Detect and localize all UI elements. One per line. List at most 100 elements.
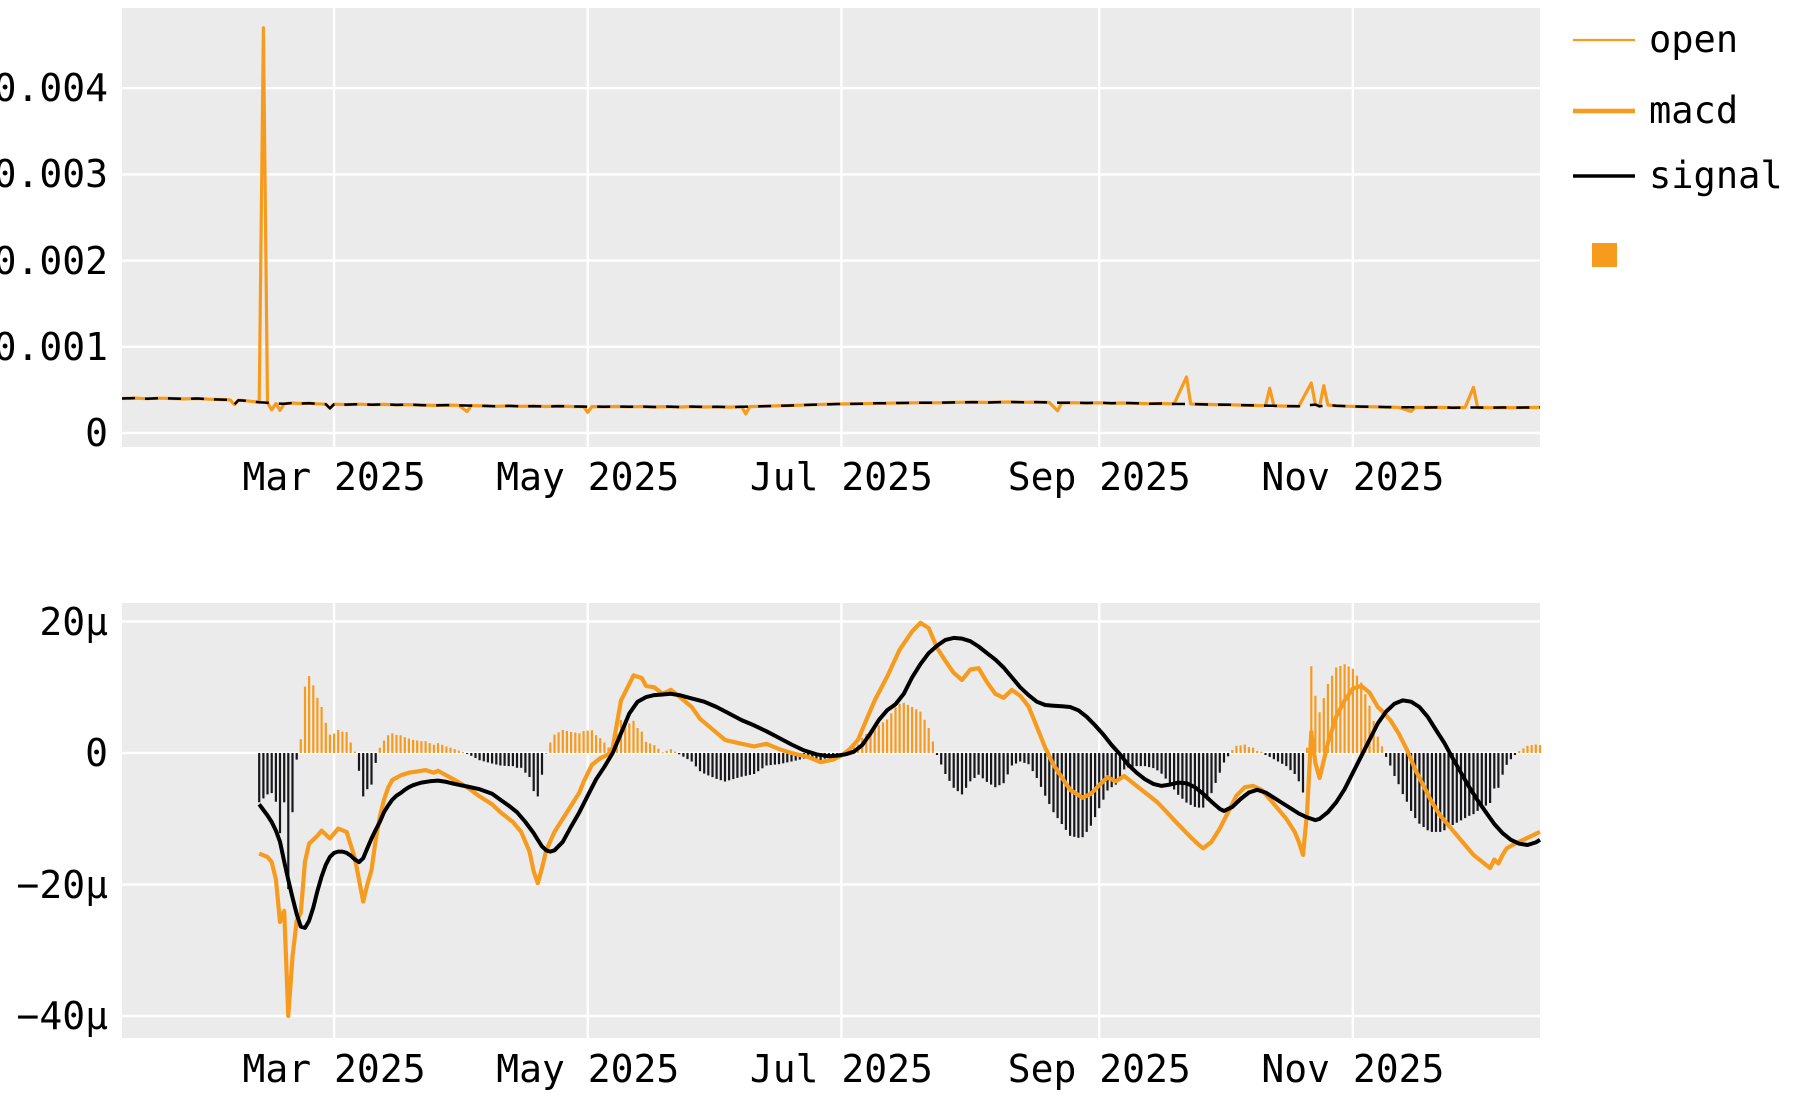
histogram-bar <box>1385 753 1388 757</box>
histogram-bar <box>757 753 760 772</box>
histogram-bar <box>1247 747 1250 753</box>
histogram-bar <box>349 742 352 753</box>
histogram-bar <box>790 753 793 762</box>
histogram-bar <box>1064 753 1067 830</box>
histogram-bar <box>299 739 302 753</box>
histogram-bar <box>873 726 876 753</box>
histogram-bar <box>1094 753 1097 818</box>
histogram-bar <box>1314 695 1317 753</box>
histogram-bar <box>328 734 331 753</box>
histogram-bar <box>258 753 261 803</box>
histogram-bar <box>698 753 702 772</box>
histogram-bar <box>570 732 573 753</box>
histogram-bar <box>956 753 959 792</box>
histogram-bar <box>674 751 677 753</box>
histogram-bar <box>649 743 652 753</box>
histogram-bar <box>665 750 668 753</box>
histogram-bar <box>1152 753 1155 769</box>
histogram-bar <box>1243 744 1246 753</box>
histogram-bar <box>678 753 681 755</box>
histogram-bar <box>703 753 706 774</box>
histogram-bar <box>1081 753 1084 838</box>
histogram-bar <box>1276 753 1280 762</box>
histogram-bar <box>416 740 419 753</box>
histogram-bar <box>1268 753 1271 757</box>
histogram-bar <box>919 711 922 753</box>
histogram-bar <box>1434 753 1438 832</box>
histogram-bar <box>395 734 398 753</box>
histogram-bar <box>528 753 531 777</box>
histogram-bar <box>540 753 544 775</box>
histogram-bar <box>965 753 968 788</box>
histogram-bar <box>1272 753 1275 760</box>
histogram-bar <box>902 702 905 753</box>
histogram-bar <box>1301 753 1305 793</box>
price-x-tick-label: Nov 2025 <box>1261 455 1445 499</box>
histogram-bar <box>1451 753 1454 825</box>
histogram-bar <box>499 753 502 766</box>
histogram-bar <box>877 725 880 753</box>
histogram-bar <box>486 753 489 763</box>
histogram-bar <box>1538 745 1542 753</box>
histogram-bar <box>1393 753 1396 776</box>
histogram-bar <box>740 753 743 777</box>
histogram-bar <box>1414 753 1417 819</box>
histogram-bar <box>744 753 747 776</box>
histogram-bar <box>1430 753 1433 832</box>
histogram-bar <box>1472 753 1475 815</box>
histogram-bar <box>711 753 714 778</box>
histogram-bar <box>782 753 785 764</box>
macd-x-tick-label: Nov 2025 <box>1261 1047 1445 1091</box>
histogram-bar <box>1459 753 1463 821</box>
legend-item-macd: macd <box>1572 89 1738 132</box>
histogram-bar <box>753 753 756 774</box>
histogram-bar <box>532 753 535 792</box>
histogram-bar <box>1351 668 1354 753</box>
histogram-bar <box>1285 753 1288 767</box>
legend-item-open: open <box>1572 18 1738 61</box>
histogram-bar <box>1006 753 1009 775</box>
histogram-bar <box>1173 753 1176 790</box>
histogram-bar <box>353 751 356 753</box>
histogram-bar <box>399 735 402 753</box>
histogram-bar <box>428 743 431 753</box>
histogram-bar <box>278 753 282 834</box>
histogram-bar <box>686 753 689 760</box>
histogram-bar <box>1048 753 1051 804</box>
histogram-bar <box>1476 753 1479 811</box>
histogram-bar <box>357 753 361 771</box>
histogram-bar <box>1164 753 1167 779</box>
histogram-bar <box>603 742 606 753</box>
histogram-bar <box>1098 753 1101 809</box>
histogram-bar <box>969 753 972 782</box>
histogram-bar <box>1281 753 1284 764</box>
histogram-bar <box>553 734 556 753</box>
histogram-bar <box>549 742 552 753</box>
price-y-tick-label: 0.002 <box>0 238 108 283</box>
histogram-bar <box>786 753 789 763</box>
histogram-bar <box>412 739 415 753</box>
histogram-bar <box>536 753 539 797</box>
histogram-bar <box>1534 744 1537 753</box>
signal-overlay-line <box>121 396 1541 410</box>
histogram-bar <box>1360 682 1363 753</box>
price-x-tick-label: Mar 2025 <box>242 455 426 499</box>
histogram-bar <box>283 753 286 803</box>
histogram-bar <box>1002 753 1005 784</box>
histogram-bar <box>599 738 602 753</box>
histogram-bar <box>1168 753 1171 784</box>
histogram-bar <box>1293 753 1296 774</box>
histogram-bar <box>657 748 660 753</box>
histogram-bar <box>1239 745 1242 753</box>
histogram-bar <box>669 749 672 753</box>
histogram-bar <box>640 731 643 753</box>
histogram-bar <box>1264 753 1267 755</box>
histogram-bar <box>1177 753 1180 795</box>
histogram-bar <box>1518 751 1521 753</box>
histogram-bar <box>1218 753 1221 773</box>
histogram-bar <box>362 753 365 797</box>
histogram-bar <box>295 753 298 760</box>
histogram-bar <box>432 744 435 753</box>
histogram-bar <box>1118 753 1122 778</box>
price-y-tick-label: 0.001 <box>0 324 108 369</box>
